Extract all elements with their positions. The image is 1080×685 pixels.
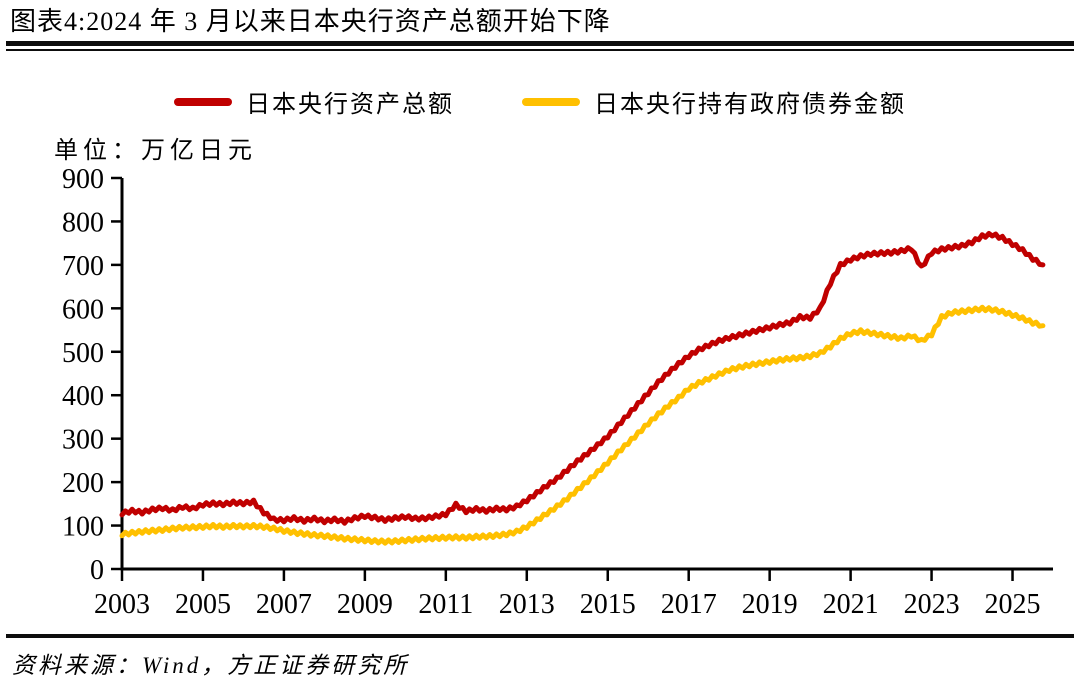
unit-label: 单位：万亿日元 [54,138,257,164]
legend: 日本央行资产总额 日本央行持有政府债券金额 [0,84,1080,119]
x-tick-label: 2019 [742,589,798,620]
x-tick-label: 2009 [337,589,393,620]
x-tick-label: 2025 [985,589,1041,620]
legend-item-total-assets: 日本央行资产总额 [174,84,454,119]
y-tick-label: 0 [90,555,104,586]
x-tick-label: 2017 [661,589,717,620]
series-line-jgb-holdings [119,304,1046,546]
y-tick-label: 800 [62,207,104,238]
y-tick-label: 600 [62,294,104,325]
y-tick-label: 500 [62,338,104,369]
y-tick-label: 200 [62,468,104,499]
y-tick-label: 700 [62,251,104,282]
legend-label-total-assets: 日本央行资产总额 [246,92,454,118]
x-tick-label: 2015 [580,589,636,620]
legend-label-jgb-holdings: 日本央行持有政府债券金额 [594,92,906,118]
y-tick-label: 300 [62,425,104,456]
legend-swatch-total-assets [174,97,232,106]
legend-item-jgb-holdings: 日本央行持有政府债券金额 [522,84,906,119]
series-line-total-assets [119,231,1046,526]
x-tick-label: 2003 [94,589,150,620]
title-divider [6,41,1074,51]
x-tick-label: 2021 [823,589,879,620]
y-tick-label: 400 [62,381,104,412]
x-tick-label: 2007 [256,589,312,620]
source-text: 资料来源：Wind，方正证券研究所 [12,653,410,678]
footer-divider [6,634,1074,638]
y-tick-label: 900 [62,164,104,195]
y-tick-label: 100 [62,512,104,543]
legend-swatch-jgb-holdings [522,97,580,106]
x-tick-label: 2013 [499,589,555,620]
line-chart: 0 100 200 300 400 500 600 700 800 900 2003 2005 2007… [62,164,1053,620]
x-tick-label: 2011 [418,589,473,620]
x-tick-label: 2005 [175,589,231,620]
x-tick-label: 2023 [904,589,960,620]
chart-title: 图表4:2024 年 3 月以来日本央行资产总额开始下降 [10,7,611,36]
